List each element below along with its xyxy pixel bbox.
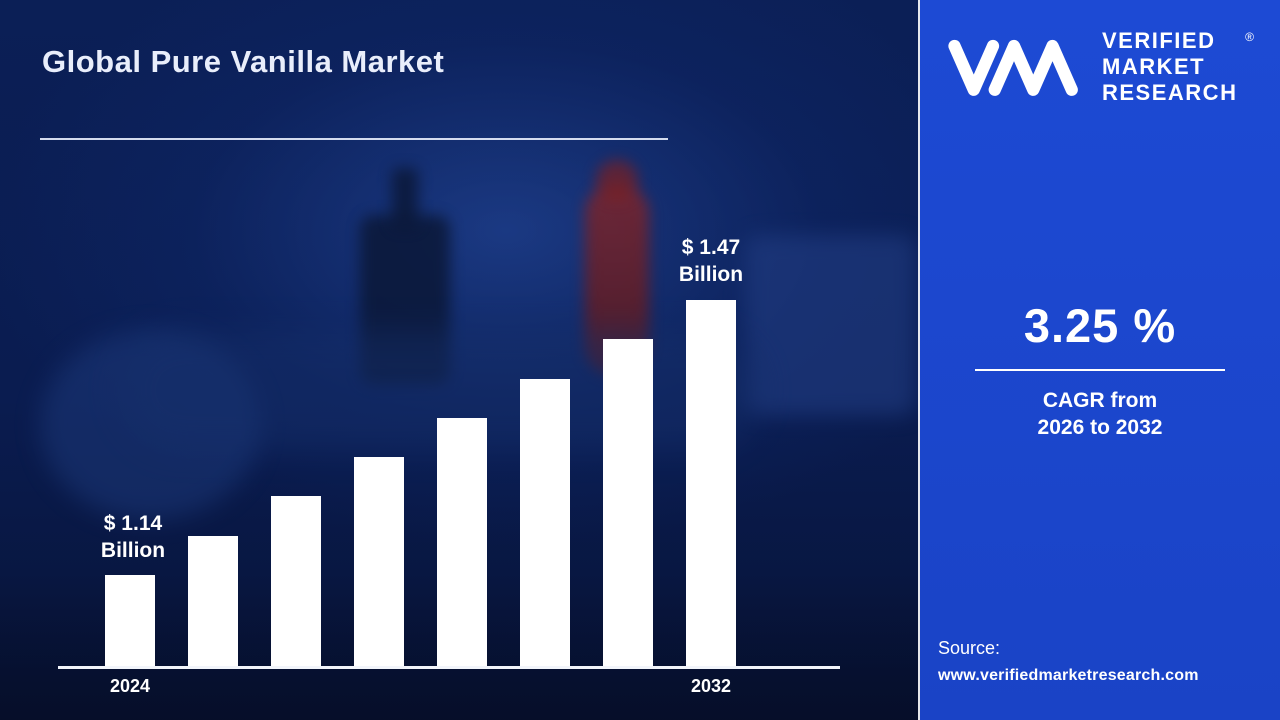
first-bar-unit: Billion xyxy=(100,539,166,562)
bar-2 xyxy=(188,536,238,668)
sidebar: ® VERIFIED MARKET RESEARCH 3.25 % CAGR f… xyxy=(920,0,1280,720)
title-underline xyxy=(40,138,668,140)
cagr-label-line1: CAGR from xyxy=(1042,389,1158,412)
first-bar-value: $ 1.14 xyxy=(103,512,163,535)
bar-6 xyxy=(520,379,570,668)
last-bar-value: $ 1.47 xyxy=(681,236,741,259)
page-title: Global Pure Vanilla Market xyxy=(42,44,445,79)
x-axis-label-start: 2024 xyxy=(109,676,151,696)
cagr-value: 3.25 % xyxy=(1023,299,1177,352)
bar-chart xyxy=(105,300,736,668)
bar-4 xyxy=(354,457,404,668)
chart-panel: Global Pure Vanilla Market $ 1.14 Billio… xyxy=(0,0,920,720)
cagr-block: 3.25 % CAGR from 2026 to 2032 xyxy=(950,298,1250,441)
bar-8 xyxy=(686,300,736,668)
last-bar-unit: Billion xyxy=(678,263,744,286)
brand-line-verified: VERIFIED xyxy=(1102,28,1216,53)
bar-3 xyxy=(271,496,321,668)
brand-wordmark: ® VERIFIED MARKET RESEARCH xyxy=(1102,28,1254,106)
bar-1 xyxy=(105,575,155,668)
brand-line-market: MARKET xyxy=(1102,54,1206,79)
cagr-underline xyxy=(975,369,1225,371)
source-url-link[interactable]: www.verifiedmarketresearch.com xyxy=(938,667,1199,684)
panel-divider xyxy=(918,0,920,720)
registered-mark: ® xyxy=(1245,30,1256,44)
pepper-grinder-top-decor xyxy=(596,160,638,200)
vmr-logo-icon xyxy=(948,39,1078,96)
source-label: Source: xyxy=(938,638,1001,658)
bar-7 xyxy=(603,339,653,668)
first-bar-value-label: $ 1.14 Billion xyxy=(78,510,188,564)
bottle-neck-decor xyxy=(392,168,418,228)
bar-5 xyxy=(437,418,487,668)
brand: ® VERIFIED MARKET RESEARCH xyxy=(938,28,1254,106)
last-bar-value-label: $ 1.47 Billion xyxy=(651,234,771,288)
chart-baseline xyxy=(58,666,840,669)
cagr-label-line2: 2026 to 2032 xyxy=(1037,416,1163,439)
source-block: Source: www.verifiedmarketresearch.com xyxy=(938,638,1199,685)
brand-line-research: RESEARCH xyxy=(1102,80,1238,105)
x-axis-label-end: 2032 xyxy=(690,676,732,696)
